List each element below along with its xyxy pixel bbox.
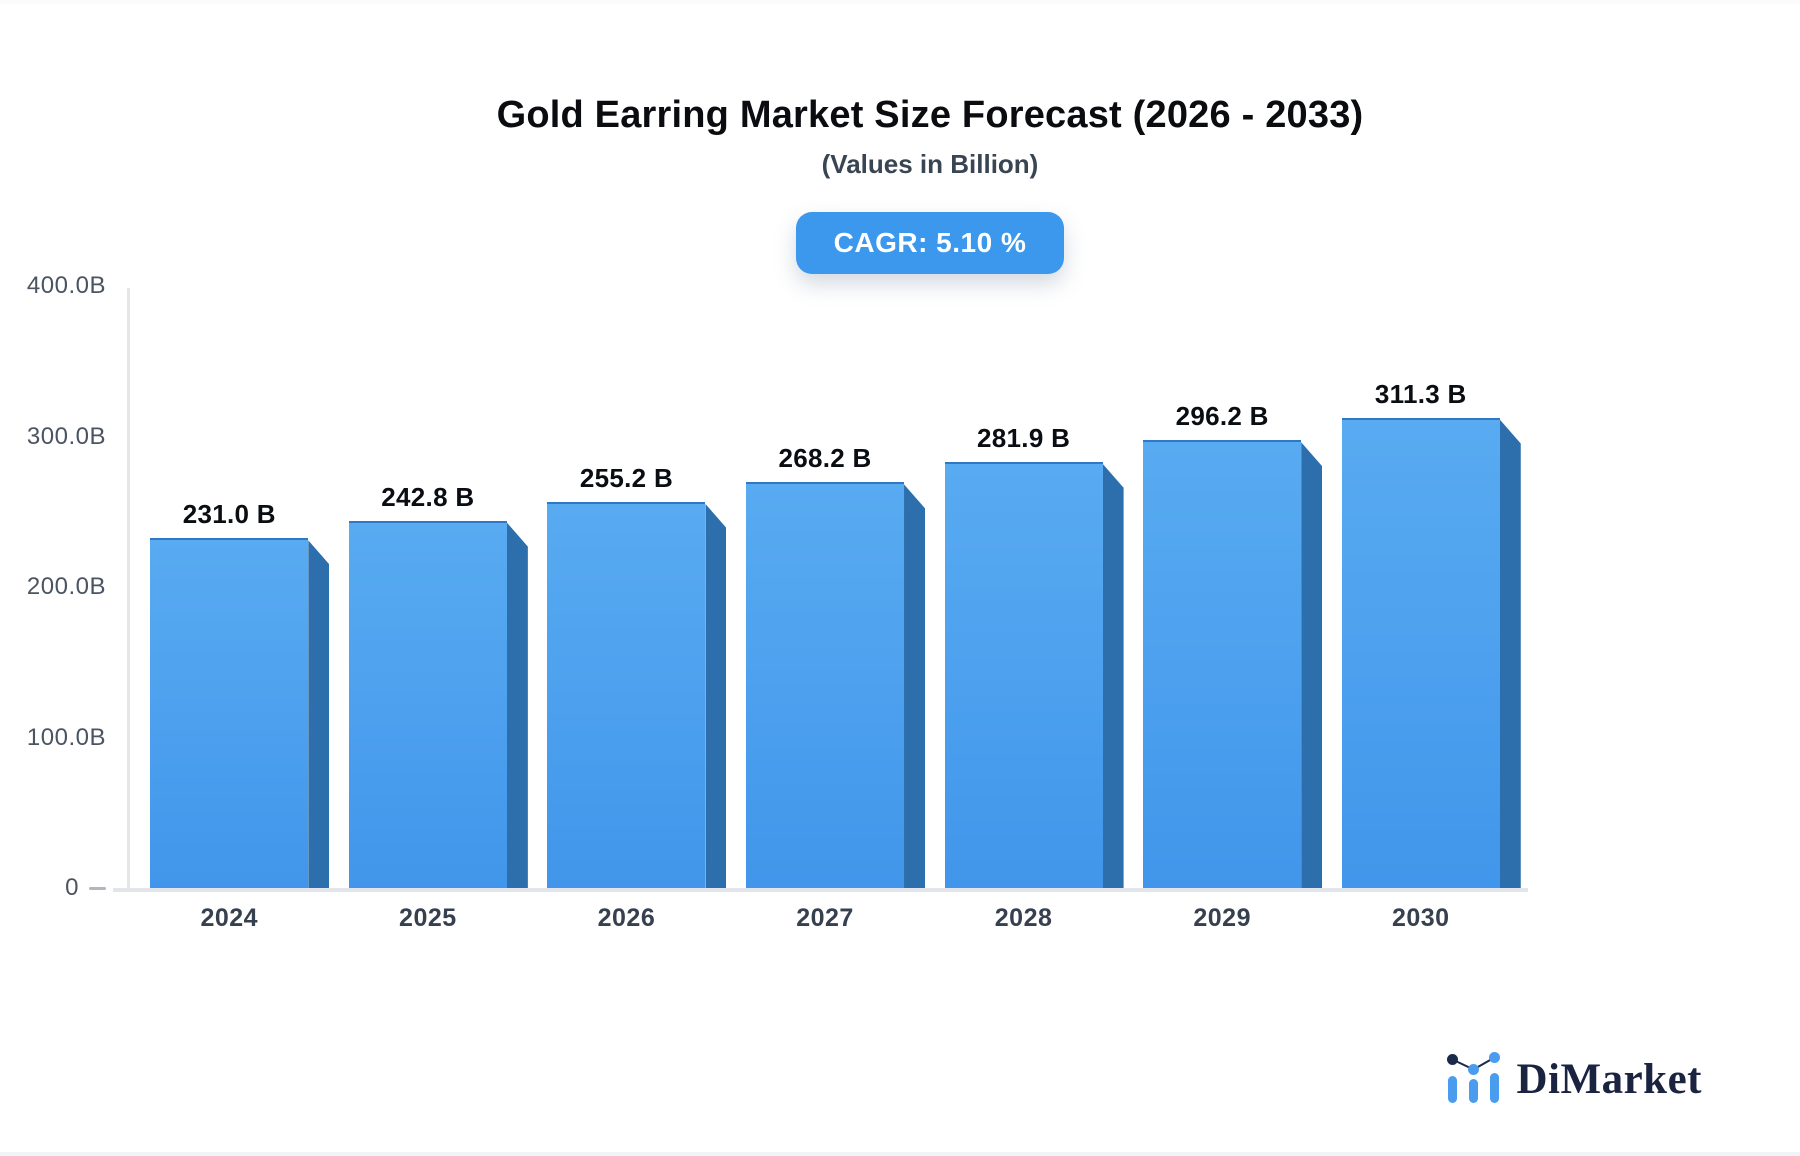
bar-group: 311.3 B 2030: [1321, 286, 1521, 932]
bar-front-face: [746, 482, 905, 888]
bar-group: 242.8 B 2025: [329, 286, 528, 932]
x-tick-label: 2030: [1391, 904, 1450, 932]
bar: [1143, 440, 1323, 888]
bar-group: 296.2 B 2029: [1123, 286, 1323, 932]
y-tick: 200.0B: [27, 573, 106, 601]
bar-group: 231.0 B 2024: [130, 286, 330, 932]
chart-title: Gold Earring Market Size Forecast (2026 …: [496, 94, 1364, 136]
chart-subtitle: (Values in Billion): [821, 149, 1039, 179]
bar-group: 255.2 B 2026: [527, 286, 727, 932]
bar-value-label: 281.9 B: [977, 422, 1071, 453]
bar-front-face: [944, 461, 1103, 888]
bar-value-label: 255.2 B: [579, 462, 674, 493]
bar-side-face: [705, 503, 727, 888]
x-tick-label: 2029: [1193, 904, 1251, 932]
bar-value-label: 231.0 B: [182, 499, 276, 530]
x-tick-label: 2026: [597, 904, 656, 932]
y-tick: 0: [65, 874, 106, 902]
bar-group: 281.9 B 2028: [924, 286, 1124, 932]
bar-side-face: [904, 484, 926, 888]
y-tick-label: 300.0B: [26, 422, 106, 450]
bar-front-face: [1143, 440, 1302, 888]
cagr-badge: CAGR: 5.10 %: [795, 212, 1065, 274]
bar-front-face: [348, 520, 507, 888]
chart-header: Gold Earring Market Size Forecast (2026 …: [60, 0, 1800, 274]
y-axis-line: [127, 288, 130, 890]
bar-front-face: [547, 501, 706, 888]
x-tick-label: 2024: [200, 904, 259, 932]
bar-chart-trend-icon: [1446, 1052, 1500, 1103]
x-tick-label: 2028: [994, 904, 1053, 932]
page-bottom-edge: [0, 1152, 1800, 1156]
bar-group: 268.2 B 2027: [726, 286, 926, 932]
bar: [348, 520, 528, 888]
bar-side-face: [506, 522, 528, 888]
y-tick-label: 200.0B: [26, 573, 106, 600]
x-tick-label: 2025: [399, 904, 457, 932]
bar-value-label: 311.3 B: [1374, 378, 1467, 409]
zero-tick-dash: [89, 886, 106, 890]
brand-logo: DiMarket: [1445, 1052, 1703, 1106]
y-tick: 300.0B: [27, 423, 106, 451]
bar-front-face: [150, 538, 309, 888]
bar-value-label: 296.2 B: [1175, 401, 1269, 432]
bar-value-label: 242.8 B: [381, 481, 475, 512]
y-tick-label: 0: [65, 874, 79, 901]
bar-side-face: [308, 540, 330, 888]
bar-side-face: [1102, 463, 1124, 888]
bar: [1341, 417, 1521, 888]
bar: [150, 538, 330, 888]
bar: [746, 482, 926, 888]
y-tick: 400.0B: [27, 272, 106, 300]
bar: [944, 461, 1124, 888]
y-tick: 100.0B: [27, 724, 106, 752]
x-axis-line: [113, 888, 1528, 892]
x-tick-label: 2027: [796, 904, 854, 932]
bar-value-label: 268.2 B: [778, 443, 872, 474]
bars: 231.0 B 2024 242.8 B 2025 255.2 B 2026 268.2 B…: [130, 286, 1521, 932]
plot-area: 400.0B 300.0B 200.0B 100.0B 0 231.0 B 2024 242…: [27, 272, 1528, 932]
y-tick-label: 400.0B: [26, 272, 106, 299]
page-top-edge: [0, 0, 1800, 4]
y-axis: 400.0B 300.0B 200.0B 100.0B 0: [0, 272, 106, 901]
bar-side-face: [1301, 442, 1323, 888]
brand-name: DiMarket: [1516, 1055, 1702, 1103]
bar-front-face: [1341, 417, 1500, 888]
y-tick-label: 100.0B: [26, 723, 106, 751]
bar-side-face: [1499, 419, 1521, 888]
bar: [547, 501, 727, 888]
